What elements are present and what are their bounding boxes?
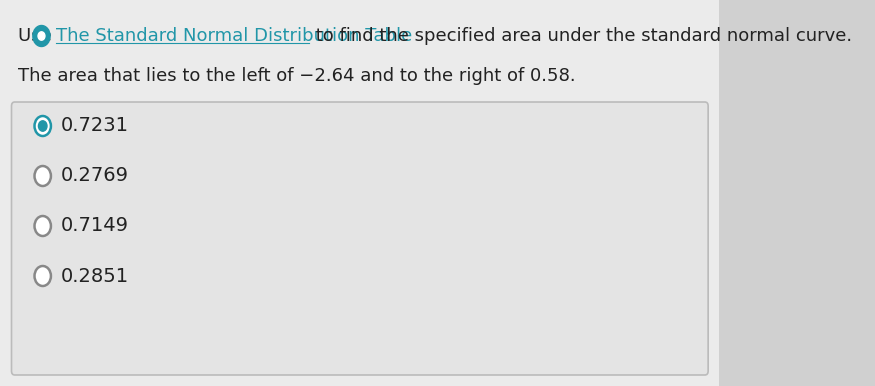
Circle shape	[38, 121, 47, 131]
Text: to find the specified area under the standard normal curve.: to find the specified area under the sta…	[310, 27, 852, 45]
Text: The area that lies to the left of −2.64 and to the right of 0.58.: The area that lies to the left of −2.64 …	[18, 67, 576, 85]
Circle shape	[33, 25, 50, 46]
Text: 0.7149: 0.7149	[60, 217, 129, 235]
Circle shape	[34, 266, 51, 286]
Circle shape	[34, 216, 51, 236]
Text: 0.2769: 0.2769	[60, 166, 129, 186]
Text: Use: Use	[18, 27, 58, 45]
Text: The Standard Normal Distribution Table: The Standard Normal Distribution Table	[56, 27, 412, 45]
Circle shape	[38, 32, 45, 40]
Text: 0.7231: 0.7231	[60, 117, 129, 135]
Circle shape	[34, 166, 51, 186]
Circle shape	[34, 116, 51, 136]
FancyBboxPatch shape	[11, 102, 708, 375]
FancyBboxPatch shape	[0, 0, 719, 386]
Text: 0.2851: 0.2851	[60, 266, 129, 286]
